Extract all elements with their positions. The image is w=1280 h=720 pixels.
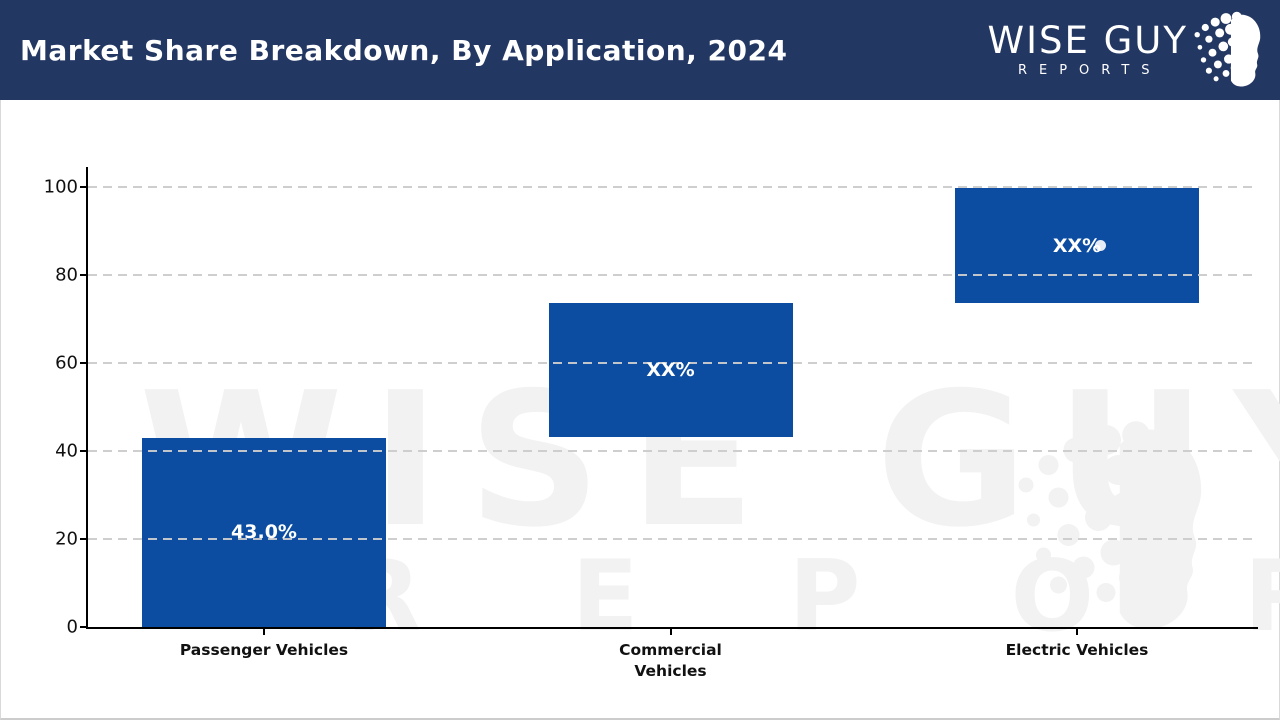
x-axis-category-label: Passenger Vehicles (179, 641, 349, 659)
y-axis-tick-mark (80, 186, 88, 188)
y-axis-tick-mark (80, 538, 88, 540)
gridline (88, 186, 1258, 188)
y-axis-tick-label: 60 (55, 352, 78, 374)
y-axis-tick-mark (80, 450, 88, 452)
gridline (88, 274, 1258, 276)
bar-value-label: 43.0% (231, 521, 297, 544)
logo-text: WISE GUY REPORTS (987, 19, 1188, 78)
gridline (88, 362, 1258, 364)
dotted-face-icon (1194, 11, 1261, 87)
y-axis-tick-label: 0 (66, 616, 78, 638)
bar-value-label: XX% (646, 359, 695, 382)
x-axis-line (86, 627, 1258, 629)
logo-wordmark: WISE GUY (987, 19, 1188, 63)
x-axis-tick-mark (669, 629, 672, 635)
y-axis-line (86, 167, 88, 629)
page-title: Market Share Breakdown, By Application, … (20, 33, 788, 67)
bar-segment (142, 437, 386, 627)
logo-subtitle: REPORTS (1017, 62, 1162, 78)
y-axis-tick-label: 100 (43, 176, 78, 198)
bar-segment (955, 187, 1199, 304)
y-axis-tick-label: 80 (55, 264, 78, 286)
bar-value-label: XX% (1052, 234, 1102, 257)
x-axis-tick-mark (1076, 629, 1078, 635)
bar-segment (548, 303, 793, 437)
watermark-dot (1095, 240, 1106, 251)
x-axis-category-label: Commercial Vehicles (619, 641, 722, 680)
y-axis-tick-label: 40 (55, 440, 78, 462)
header: Market Share Breakdown, By Application, … (0, 0, 1280, 100)
watermark-face-icon (1018, 421, 1202, 629)
wise-guy-reports-logo: WISE GUY REPORTS (988, 9, 1262, 91)
gridline (88, 538, 1258, 540)
y-axis-tick-mark (80, 362, 88, 364)
gridline (88, 450, 1258, 452)
y-axis-tick-mark (80, 274, 88, 276)
y-axis-tick-label: 20 (55, 528, 78, 550)
y-axis-tick-mark (80, 626, 88, 628)
x-axis-tick-mark (263, 629, 265, 635)
x-axis-category-label: Electric Vehicles (1005, 641, 1149, 659)
